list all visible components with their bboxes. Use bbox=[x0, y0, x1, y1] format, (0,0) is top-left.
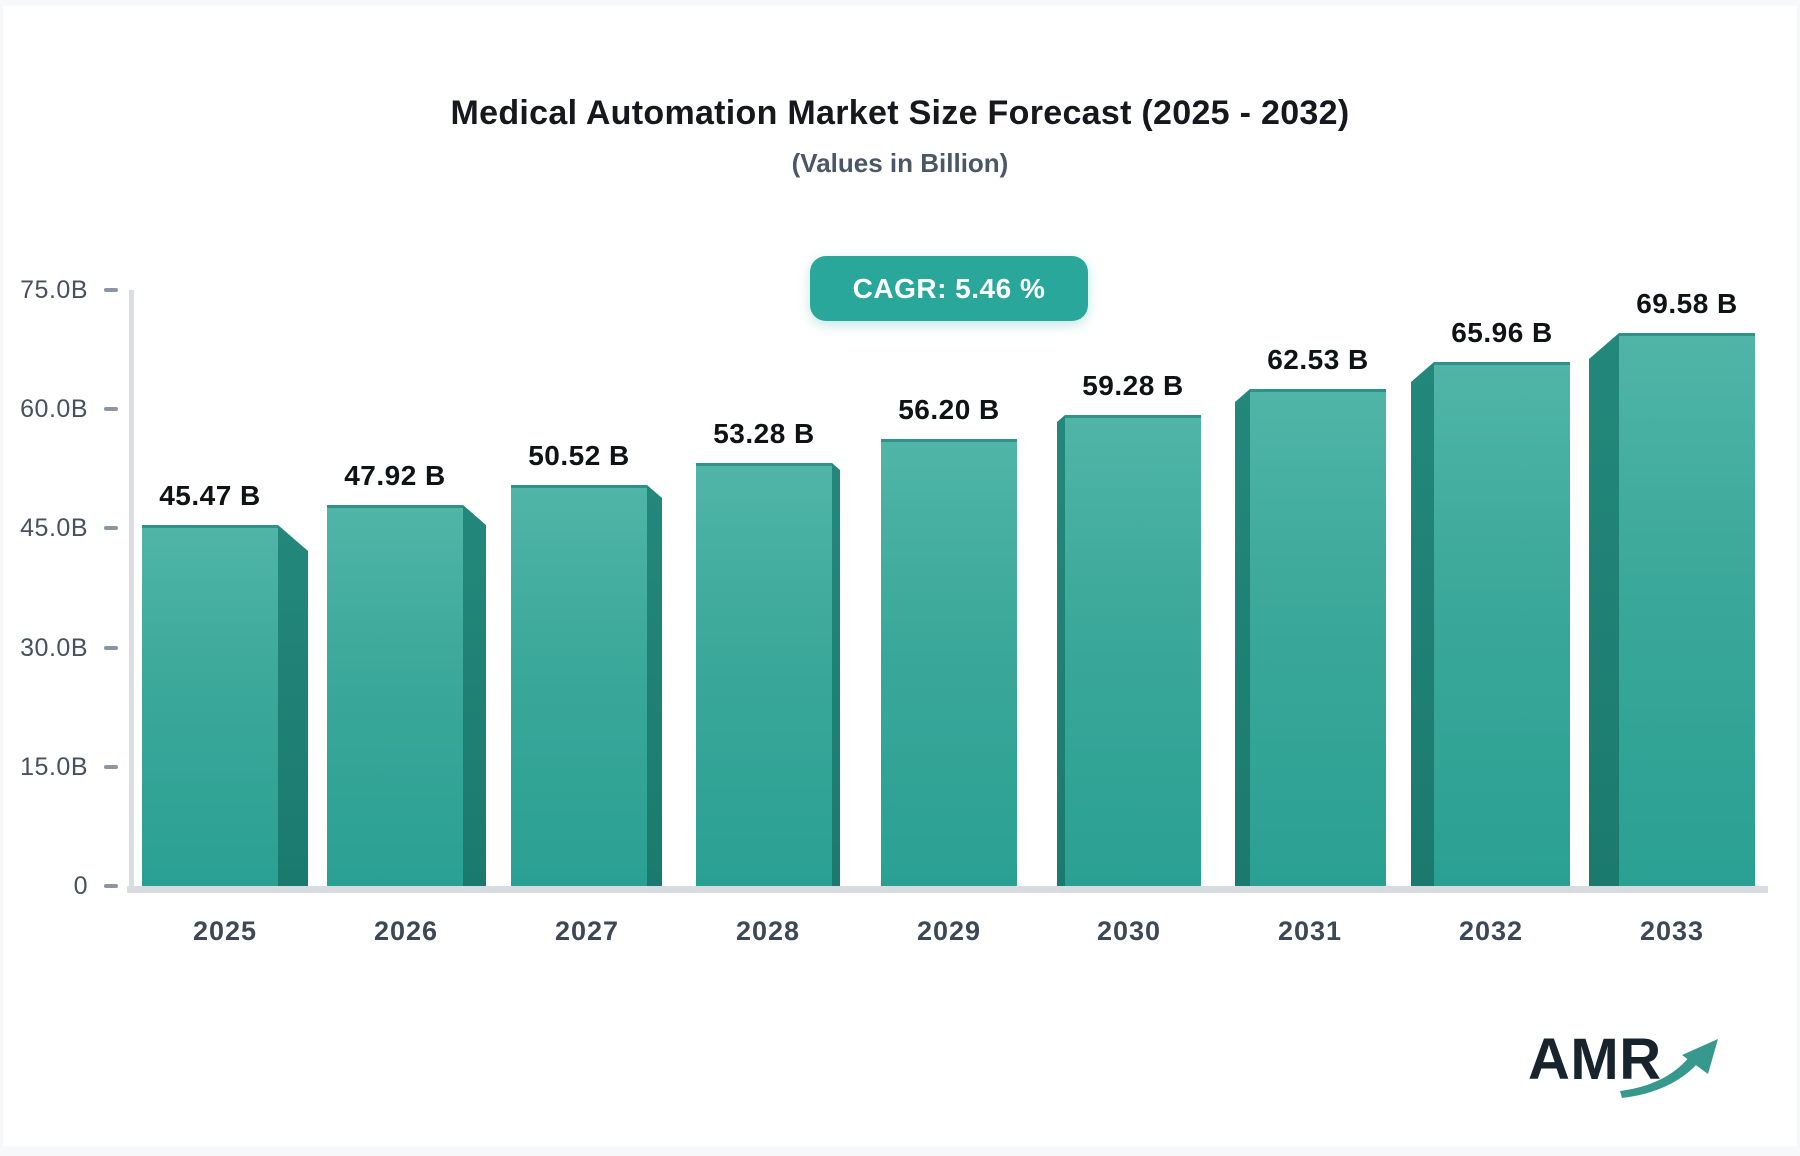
frame-edge-bottom bbox=[0, 1146, 1800, 1156]
bar-value-label-2026: 47.92 B bbox=[344, 460, 446, 491]
bar-side-3d-2027 bbox=[647, 485, 662, 886]
x-axis-label-2025: 2025 bbox=[192, 916, 258, 946]
frame-edge-top bbox=[0, 0, 1800, 6]
x-axis-label-2026: 2026 bbox=[373, 916, 439, 946]
bar-value-label-2029: 56.20 B bbox=[898, 394, 1000, 425]
y-tick-mark bbox=[104, 526, 118, 530]
x-axis-label-2032: 2032 bbox=[1458, 916, 1524, 946]
frame-edge-right bbox=[1797, 0, 1800, 1156]
y-tick-label-0: 0 bbox=[73, 872, 88, 900]
amr-logo-text: AMR bbox=[1528, 1027, 1662, 1092]
growth-arrow-icon bbox=[1620, 1039, 1718, 1098]
bar-side-3d-2030 bbox=[1057, 415, 1065, 886]
bar-side-3d-2026 bbox=[463, 505, 486, 886]
x-axis-label-2033: 2033 bbox=[1639, 916, 1705, 946]
bar-value-label-2027: 50.52 B bbox=[528, 440, 630, 471]
bar-value-label-2025: 45.47 B bbox=[159, 480, 261, 511]
x-axis-label-2031: 2031 bbox=[1277, 916, 1343, 946]
bar-2031 bbox=[1250, 389, 1386, 886]
y-axis-line bbox=[129, 290, 134, 893]
bar-side-3d-2031 bbox=[1235, 389, 1250, 886]
y-tick-mark bbox=[104, 646, 118, 650]
y-tick-label-75.0B: 75.0B bbox=[20, 276, 88, 304]
y-tick-label-60.0B: 60.0B bbox=[20, 395, 88, 423]
x-axis-baseline bbox=[127, 886, 1768, 893]
bar-value-label-2028: 53.28 B bbox=[713, 418, 815, 449]
bar-2028 bbox=[696, 463, 832, 886]
bar-side-3d-2033 bbox=[1589, 333, 1619, 886]
bar-2032 bbox=[1434, 362, 1570, 886]
y-tick-mark bbox=[104, 288, 118, 292]
bar-2033 bbox=[1619, 333, 1755, 886]
bar-side-3d-2032 bbox=[1411, 362, 1434, 886]
bar-2030 bbox=[1065, 415, 1201, 886]
y-tick-label-45.0B: 45.0B bbox=[20, 514, 88, 542]
bar-2029 bbox=[881, 439, 1017, 886]
bar-value-label-2030: 59.28 B bbox=[1082, 370, 1184, 401]
y-tick-label-15.0B: 15.0B bbox=[20, 753, 88, 781]
y-tick-label-30.0B: 30.0B bbox=[20, 634, 88, 662]
chart-subtitle: (Values in Billion) bbox=[791, 148, 1009, 178]
cagr-badge: CAGR: 5.46 % bbox=[810, 256, 1088, 321]
bar-2025 bbox=[142, 525, 278, 886]
bar-value-label-2031: 62.53 B bbox=[1267, 344, 1369, 375]
bar-side-3d-2028 bbox=[832, 463, 840, 886]
x-axis-label-2029: 2029 bbox=[916, 916, 982, 946]
x-axis-label-2028: 2028 bbox=[735, 916, 801, 946]
frame-edge-left bbox=[0, 0, 3, 1156]
x-axis-label-2030: 2030 bbox=[1096, 916, 1162, 946]
x-axis-label-2027: 2027 bbox=[554, 916, 620, 946]
bar-2027 bbox=[511, 485, 647, 886]
amr-logo: AMR bbox=[1528, 1030, 1728, 1110]
bar-side-3d-2025 bbox=[278, 525, 308, 886]
cagr-badge-label: CAGR: 5.46 % bbox=[852, 272, 1046, 304]
bar-value-label-2032: 65.96 B bbox=[1451, 317, 1553, 348]
y-tick-mark bbox=[104, 765, 118, 769]
y-tick-mark bbox=[104, 884, 118, 888]
y-tick-mark bbox=[104, 407, 118, 411]
bar-value-label-2033: 69.58 B bbox=[1636, 288, 1738, 319]
chart-title: Medical Automation Market Size Forecast … bbox=[450, 94, 1350, 132]
bar-2026 bbox=[327, 505, 463, 886]
